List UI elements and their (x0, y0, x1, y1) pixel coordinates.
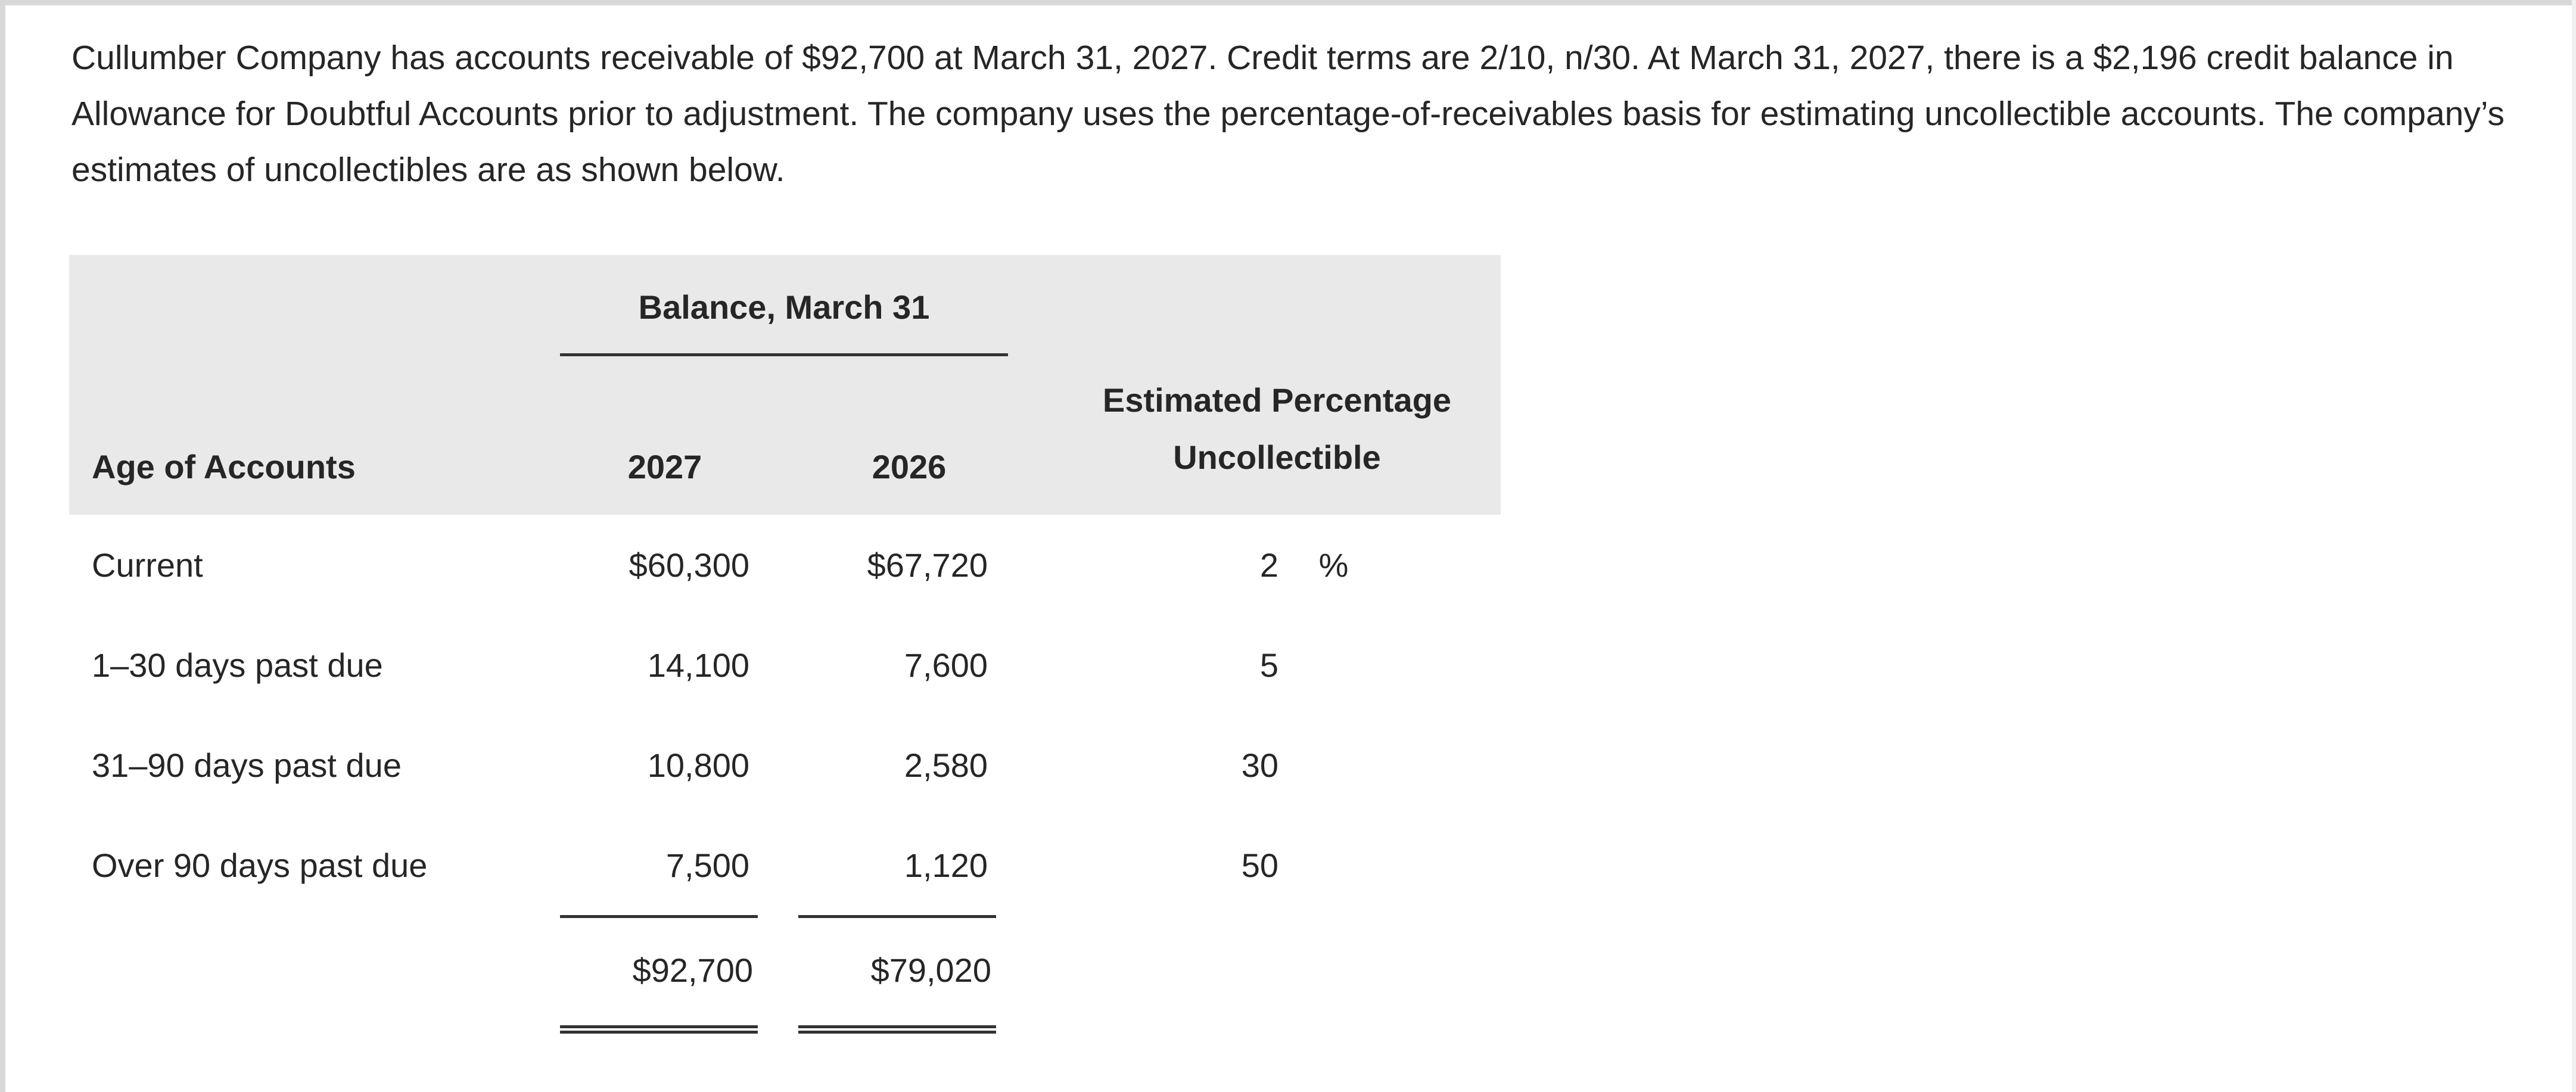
total-2027-value: $92,700 (560, 915, 758, 1034)
balance-2026-cell: 2,580 (904, 746, 988, 784)
age-cell: Over 90 days past due (92, 846, 428, 884)
empty-header-cell (1008, 255, 1501, 356)
balance-2027-cell: $60,300 (629, 546, 749, 584)
problem-statement: Cullumber Company has accounts receivabl… (71, 39, 2505, 189)
total-2026-value: $79,020 (798, 915, 996, 1034)
col-header-age-of-accounts: Age of Accounts (69, 356, 560, 515)
age-cell: 1–30 days past due (92, 646, 383, 684)
col-header-estimated-percentage: Estimated Percentage Uncollectible (1008, 356, 1501, 515)
total-2027-cell: $92,700 (560, 915, 770, 1034)
balance-2026-cell: 7,600 (904, 646, 988, 684)
age-cell: 31–90 days past due (92, 746, 402, 784)
aging-schedule-table: Balance, March 31 Age of Accounts 2027 2… (69, 255, 1501, 1034)
table-body: Current $60,300 $67,720 2 % 1–30 days pa… (69, 515, 1501, 1034)
total-2026-cell: $79,020 (770, 915, 1008, 1034)
table-row: Over 90 days past due 7,500 1,120 50 (69, 815, 1501, 915)
percentage-cell: 30 (1008, 715, 1501, 815)
window-left-edge (0, 0, 5, 1092)
percentage-cell: 2 % (1008, 515, 1501, 615)
table-header: Balance, March 31 Age of Accounts 2027 2… (69, 255, 1501, 515)
table-row: 31–90 days past due 10,800 2,580 30 (69, 715, 1501, 815)
window-top-edge (0, 0, 2576, 5)
balance-2027-cell: 14,100 (647, 646, 749, 684)
balance-2026-cell: $67,720 (867, 546, 988, 584)
question-content: Cullumber Company has accounts receivabl… (69, 39, 2505, 1034)
col-header-2026: 2026 (770, 356, 1008, 515)
balance-group-header-cell: Balance, March 31 (560, 255, 1008, 356)
col-header-estimated-percentage-line1: Estimated Percentage (1102, 381, 1452, 419)
percentage-value: 50 (1241, 846, 1278, 884)
balance-2027-cell: 10,800 (647, 746, 749, 784)
col-header-estimated-percentage-line2: Uncollectible (1173, 438, 1381, 476)
empty-header-cell (69, 255, 560, 356)
empty-cell (1008, 915, 1501, 1034)
table-row: Current $60,300 $67,720 2 % (69, 515, 1501, 615)
balance-2026-cell: 1,120 (904, 846, 988, 884)
window-right-edge (2572, 0, 2576, 1092)
percentage-value: 30 (1241, 746, 1278, 784)
age-cell: Current (92, 546, 203, 584)
col-header-2027: 2027 (560, 356, 770, 515)
percent-sign: % (1318, 546, 1349, 584)
empty-cell (69, 915, 560, 1034)
percentage-value: 2 (1259, 546, 1278, 584)
percentage-cell: 5 (1008, 615, 1501, 715)
table-row: 1–30 days past due 14,100 7,600 5 (69, 615, 1501, 715)
balance-group-header: Balance, March 31 (560, 288, 1008, 356)
totals-row: $92,700 $79,020 (69, 915, 1501, 1034)
percentage-cell: 50 (1008, 815, 1501, 915)
percentage-value: 5 (1259, 646, 1278, 684)
balance-2027-cell: 7,500 (665, 846, 749, 884)
